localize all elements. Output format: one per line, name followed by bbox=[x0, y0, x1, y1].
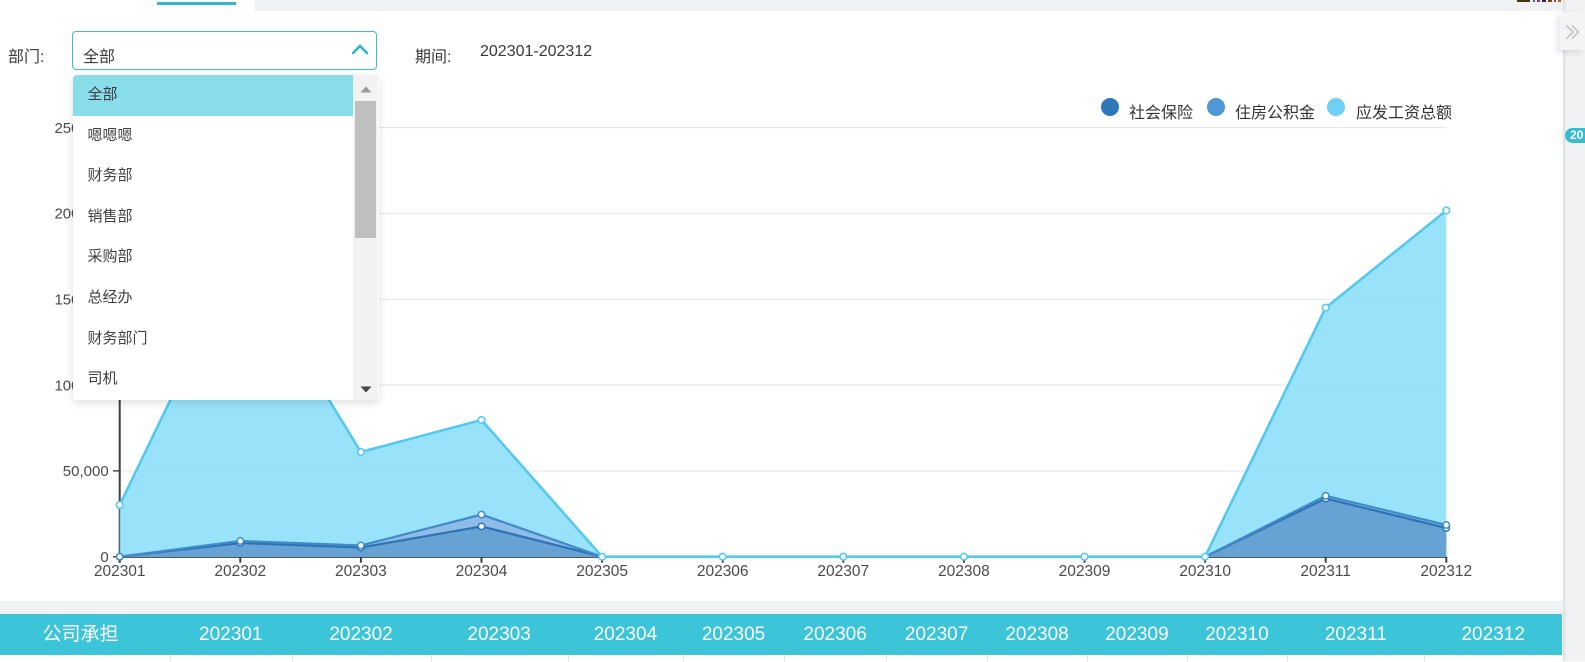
svg-text:202306: 202306 bbox=[697, 563, 749, 580]
svg-text:50,000: 50,000 bbox=[63, 463, 109, 480]
svg-text:202310: 202310 bbox=[1179, 563, 1231, 580]
svg-text:202312: 202312 bbox=[1420, 563, 1472, 580]
svg-text:202308: 202308 bbox=[938, 563, 990, 580]
svg-text:202304: 202304 bbox=[456, 563, 508, 580]
svg-text:202301: 202301 bbox=[94, 563, 146, 580]
svg-text:202307: 202307 bbox=[817, 563, 869, 580]
svg-text:0: 0 bbox=[100, 549, 108, 566]
svg-text:202311: 202311 bbox=[1300, 563, 1351, 580]
svg-text:202302: 202302 bbox=[214, 563, 266, 580]
svg-text:202303: 202303 bbox=[335, 563, 387, 580]
svg-text:202309: 202309 bbox=[1059, 563, 1111, 580]
svg-text:202305: 202305 bbox=[576, 563, 628, 580]
